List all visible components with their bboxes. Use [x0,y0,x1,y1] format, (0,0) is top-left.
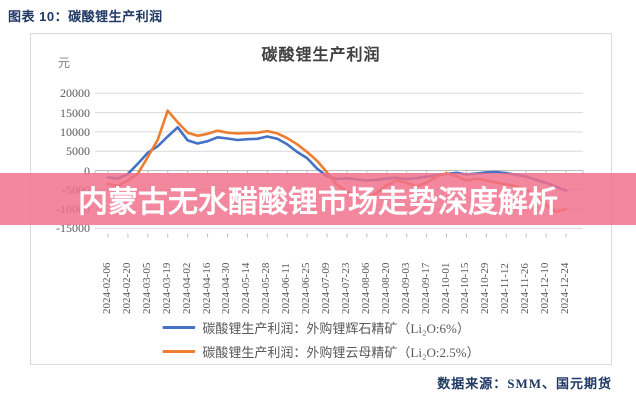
legend-item-spodumene: 碳酸锂生产利润：外购锂辉石精矿（Li₂O:6%） [162,318,479,337]
legend-item-lepidolite: 碳酸锂生产利润：外购锂云母精矿（Li₂O:2.5%） [162,342,480,361]
figure-caption: 图表 10：碳酸锂生产利润 [8,9,163,24]
chart-title: 碳酸锂生产利润 [261,47,381,64]
banner-title: 内蒙古无水醋酸锂市场走势深度解析 [78,186,558,219]
y-axis-unit-label: 元 [58,56,71,70]
data-source: 数据来源：SMM、国元期货 [437,376,612,391]
legend: 碳酸锂生产利润：外购锂辉石精矿（Li₂O:6%） 碳酸锂生产利润：外购锂云母精矿… [162,318,480,361]
legend-label-lepidolite: 碳酸锂生产利润：外购锂云母精矿（Li₂O:2.5%） [202,345,480,360]
overlay-banner: 内蒙古无水醋酸锂市场走势深度解析 [0,173,636,225]
legend-line-swatch-blue [162,326,196,329]
legend-label-spodumene: 碳酸锂生产利润：外购锂辉石精矿（Li₂O:6%） [202,321,470,336]
legend-line-swatch-orange [162,350,196,353]
